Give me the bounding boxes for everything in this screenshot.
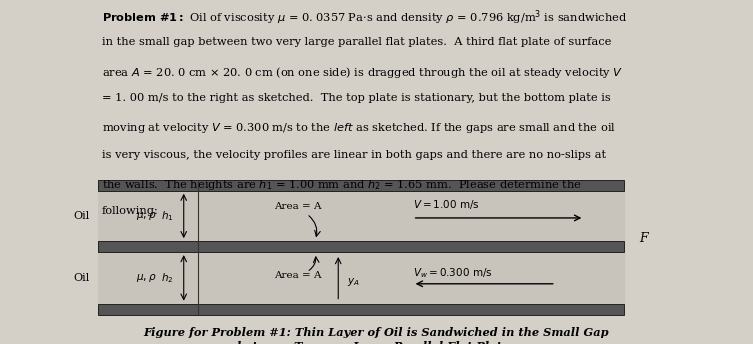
Text: $\mu,\rho$: $\mu,\rho$ [136, 210, 157, 222]
Text: $y_A$: $y_A$ [347, 276, 360, 288]
Text: area $A$ = 20. 0 cm $\times$ 20. 0 cm (on one side) is dragged through the oil a: area $A$ = 20. 0 cm $\times$ 20. 0 cm (o… [102, 65, 623, 80]
Bar [98, 180, 624, 191]
Text: $\mu,\rho$: $\mu,\rho$ [136, 272, 157, 284]
Text: the walls.  The heights are $h_1$ = 1.00 mm and $h_2$ = 1.65 mm.  Please determi: the walls. The heights are $h_1$ = 1.00 … [102, 178, 581, 192]
Text: Area = A: Area = A [274, 202, 322, 211]
Text: moving at velocity $V$ = 0.300 m/s to the $\it{left}$ as sketched. If the gaps a: moving at velocity $V$ = 0.300 m/s to th… [102, 121, 615, 136]
Text: in the small gap between two very large parallel flat plates.  A third flat plat: in the small gap between two very large … [102, 37, 611, 47]
Text: $h_1$: $h_1$ [161, 209, 173, 223]
Text: Oil: Oil [73, 211, 90, 221]
Bar [98, 241, 624, 252]
Text: Oil: Oil [73, 273, 90, 283]
Text: Figure for Problem #1: Thin Layer of Oil is Sandwiched in the Small Gap: Figure for Problem #1: Thin Layer of Oil… [144, 327, 609, 338]
Text: = 1. 00 m/s to the right as sketched.  The top plate is stationary, but the bott: = 1. 00 m/s to the right as sketched. Th… [102, 93, 611, 103]
Text: $h_2$: $h_2$ [161, 271, 173, 285]
Text: is very viscous, the velocity profiles are linear in both gaps and there are no : is very viscous, the velocity profiles a… [102, 150, 605, 160]
Text: $V = 1.00\ \mathrm{m/s}$: $V = 1.00\ \mathrm{m/s}$ [413, 198, 480, 211]
Text: Area = A: Area = A [274, 271, 322, 280]
Text: following:: following: [102, 206, 158, 216]
Text: between Two very Large Parallel Flat Plates: between Two very Large Parallel Flat Pla… [237, 341, 516, 344]
Bar [98, 303, 624, 315]
Text: F: F [639, 232, 648, 245]
Text: $\bf{Problem\ \#1:}$ Oil of viscosity $\mu$ = 0. 0357 Pa$\cdot$s and density $\r: $\bf{Problem\ \#1:}$ Oil of viscosity $\… [102, 9, 626, 27]
Text: $V_w = 0.300\ \mathrm{m/s}$: $V_w = 0.300\ \mathrm{m/s}$ [413, 266, 492, 280]
